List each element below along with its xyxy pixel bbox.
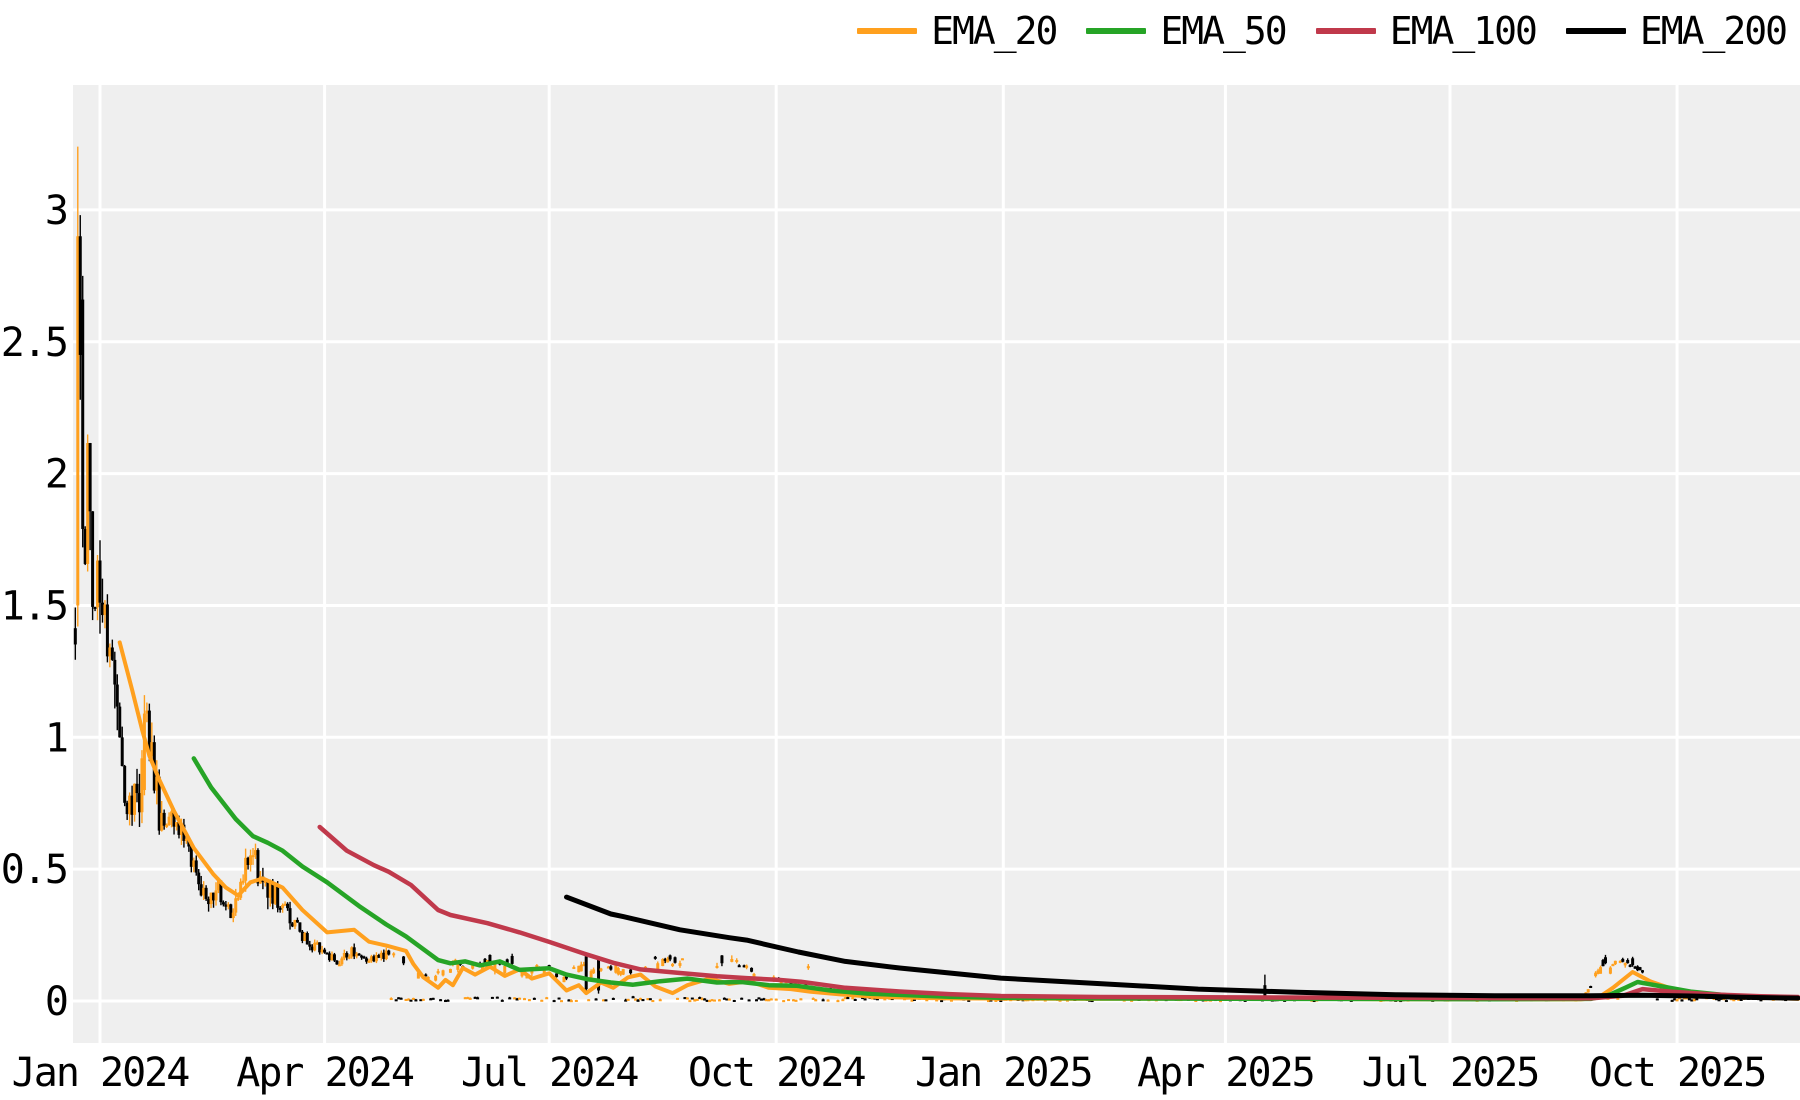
legend-item-label: EMA_20 <box>931 9 1058 53</box>
y-tick-label: 1.5 <box>1 583 67 629</box>
legend-item: EMA_100 <box>1315 9 1538 53</box>
y-tick-label: 0 <box>45 979 67 1025</box>
y-tick-label: 1 <box>45 715 67 761</box>
legend-item-label: EMA_100 <box>1389 9 1538 53</box>
x-tick-label: Jan 2025 <box>915 1050 1092 1096</box>
plot-background <box>73 85 1800 1043</box>
x-tick-label: Oct 2025 <box>1589 1050 1766 1096</box>
y-tick-label: 2 <box>45 452 67 498</box>
legend-item-label: EMA_200 <box>1639 9 1788 53</box>
x-tick-label: Apr 2024 <box>236 1050 414 1096</box>
x-axis-tick-labels: Jan 2024 Apr 2024 Jul 2024 Oct 2024 Jan 2025… <box>12 1050 1768 1096</box>
chart-legend: EMA_20 EMA_50 EMA_100 EMA_200 <box>857 9 1788 53</box>
legend-line-swatch <box>1565 28 1626 34</box>
x-tick-label: Jan 2024 <box>12 1050 190 1096</box>
ema-line-ema_200 <box>564 894 1800 1001</box>
legend-item: EMA_50 <box>1086 9 1288 53</box>
legend-item: EMA_20 <box>857 9 1058 53</box>
x-tick-label: Oct 2024 <box>688 1050 866 1096</box>
gridlines <box>73 85 1800 1043</box>
y-axis-tick-labels: 0 0.5 1 1.5 2 2.5 3 <box>1 188 69 1025</box>
x-tick-label: Jul 2025 <box>1362 1050 1539 1096</box>
x-tick-label: Apr 2025 <box>1137 1050 1314 1096</box>
legend-line-swatch <box>1086 28 1147 34</box>
y-tick-label: 3 <box>45 188 67 234</box>
legend-item: EMA_200 <box>1565 9 1788 53</box>
legend-line-swatch <box>857 28 918 34</box>
legend-line-swatch <box>1315 28 1376 34</box>
y-tick-label: 0.5 <box>1 847 67 893</box>
y-tick-label: 2.5 <box>1 320 67 366</box>
legend-item-label: EMA_50 <box>1160 9 1287 53</box>
x-tick-label: Jul 2024 <box>461 1050 639 1096</box>
